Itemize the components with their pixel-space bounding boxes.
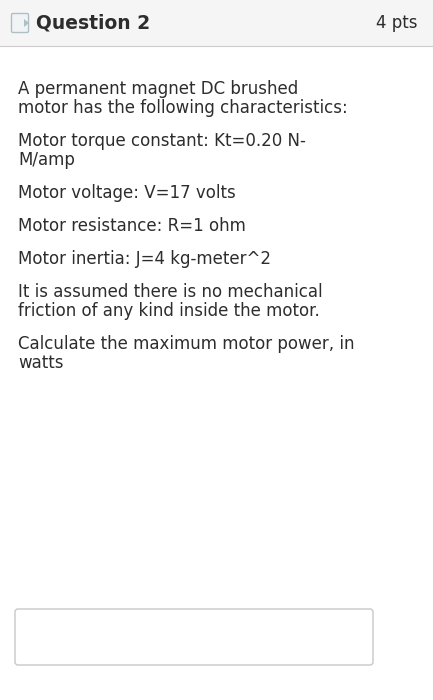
Text: A permanent magnet DC brushed: A permanent magnet DC brushed bbox=[18, 80, 298, 98]
FancyBboxPatch shape bbox=[12, 13, 29, 32]
Polygon shape bbox=[24, 19, 29, 27]
FancyBboxPatch shape bbox=[15, 609, 373, 665]
Text: It is assumed there is no mechanical: It is assumed there is no mechanical bbox=[18, 283, 323, 301]
Text: Motor voltage: V=17 volts: Motor voltage: V=17 volts bbox=[18, 184, 236, 202]
Text: watts: watts bbox=[18, 354, 64, 372]
Text: motor has the following characteristics:: motor has the following characteristics: bbox=[18, 99, 348, 117]
Bar bbox=[0, 0, 433, 46]
Text: 4 pts: 4 pts bbox=[377, 14, 418, 32]
Text: Motor inertia: J=4 kg-meter^2: Motor inertia: J=4 kg-meter^2 bbox=[18, 250, 271, 268]
Text: Calculate the maximum motor power, in: Calculate the maximum motor power, in bbox=[18, 335, 355, 353]
Text: friction of any kind inside the motor.: friction of any kind inside the motor. bbox=[18, 302, 320, 320]
Text: M/amp: M/amp bbox=[18, 151, 75, 169]
Text: Motor resistance: R=1 ohm: Motor resistance: R=1 ohm bbox=[18, 217, 246, 235]
Text: Question 2: Question 2 bbox=[36, 13, 150, 32]
Text: Motor torque constant: Kt=0.20 N-: Motor torque constant: Kt=0.20 N- bbox=[18, 132, 306, 150]
